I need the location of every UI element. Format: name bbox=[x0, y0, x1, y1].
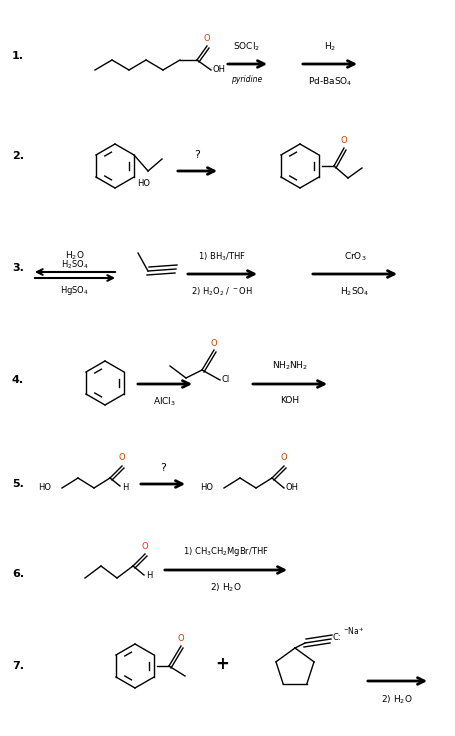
Text: 3.: 3. bbox=[12, 263, 24, 273]
Text: O: O bbox=[177, 634, 184, 643]
Text: 2) H$_2$O$_2$ / $^-$OH: 2) H$_2$O$_2$ / $^-$OH bbox=[191, 285, 253, 297]
Text: HO: HO bbox=[137, 179, 150, 188]
Text: O: O bbox=[118, 453, 125, 462]
Text: O: O bbox=[340, 136, 347, 145]
Text: OH: OH bbox=[285, 484, 298, 492]
Text: 1.: 1. bbox=[12, 51, 24, 61]
Text: H$_2$O: H$_2$O bbox=[65, 250, 85, 262]
Text: O: O bbox=[142, 542, 148, 551]
Text: 2) H$_2$O: 2) H$_2$O bbox=[210, 582, 241, 595]
Text: C:: C: bbox=[332, 632, 341, 642]
Text: 5.: 5. bbox=[12, 479, 24, 489]
Text: 1) CH$_3$CH$_2$MgBr/THF: 1) CH$_3$CH$_2$MgBr/THF bbox=[182, 545, 268, 558]
Text: H: H bbox=[146, 571, 152, 581]
Text: AlCl$_3$: AlCl$_3$ bbox=[153, 396, 176, 408]
Text: Pd-BaSO$_4$: Pd-BaSO$_4$ bbox=[307, 75, 352, 88]
Text: $^{-}$Na$^{+}$: $^{-}$Na$^{+}$ bbox=[342, 625, 364, 637]
Text: H: H bbox=[122, 484, 128, 492]
Text: KOH: KOH bbox=[280, 396, 299, 405]
Text: 1) BH$_3$/THF: 1) BH$_3$/THF bbox=[197, 250, 245, 263]
Text: ?: ? bbox=[160, 463, 166, 473]
Text: H$_2$: H$_2$ bbox=[323, 40, 335, 53]
Text: 4.: 4. bbox=[12, 375, 24, 385]
Text: HO: HO bbox=[200, 484, 212, 492]
Text: CrO$_3$: CrO$_3$ bbox=[343, 250, 365, 263]
Text: 2.: 2. bbox=[12, 151, 24, 161]
Text: pyridine: pyridine bbox=[231, 75, 262, 84]
Text: O: O bbox=[210, 339, 217, 348]
Text: ?: ? bbox=[194, 150, 199, 160]
Text: H$_2$SO$_4$: H$_2$SO$_4$ bbox=[339, 285, 369, 297]
Text: OH: OH bbox=[212, 66, 226, 74]
Text: O: O bbox=[280, 453, 287, 462]
Text: 6.: 6. bbox=[12, 569, 24, 579]
Text: O: O bbox=[203, 34, 210, 43]
Text: +: + bbox=[215, 655, 228, 673]
Text: HgSO$_4$: HgSO$_4$ bbox=[61, 284, 89, 297]
Text: 2) H$_2$O: 2) H$_2$O bbox=[380, 694, 412, 707]
Text: H$_2$SO$_4$: H$_2$SO$_4$ bbox=[61, 258, 89, 271]
Text: HO: HO bbox=[38, 484, 51, 492]
Text: 7.: 7. bbox=[12, 661, 24, 671]
Text: NH$_2$NH$_2$: NH$_2$NH$_2$ bbox=[271, 359, 308, 372]
Text: Cl: Cl bbox=[222, 375, 230, 384]
Text: SOCl$_2$: SOCl$_2$ bbox=[233, 40, 260, 53]
